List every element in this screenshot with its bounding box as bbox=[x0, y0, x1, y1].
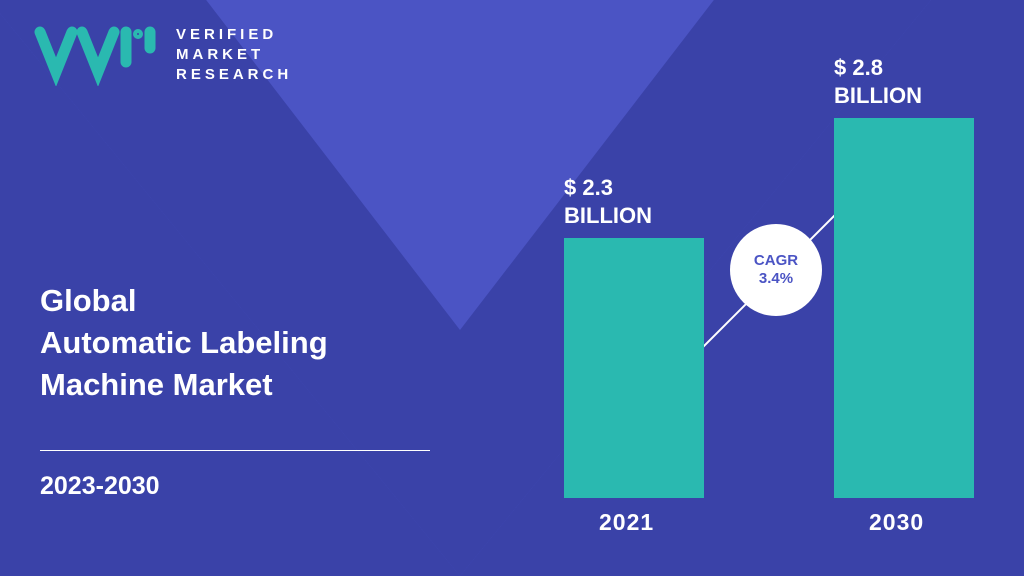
infographic-canvas: VERIFIED MARKET RESEARCH Global Automati… bbox=[0, 0, 1024, 576]
market-bar-chart: $ 2.3BILLION 2021 $ 2.8BILLION 2030 CAGR 3.… bbox=[534, 36, 1004, 536]
logo-text-line3: RESEARCH bbox=[176, 65, 292, 85]
logo-text: VERIFIED MARKET RESEARCH bbox=[176, 25, 292, 86]
brand-logo: VERIFIED MARKET RESEARCH bbox=[32, 24, 292, 86]
divider-line bbox=[40, 450, 430, 451]
title-block: Global Automatic Labeling Machine Market bbox=[40, 280, 328, 406]
cagr-value: 3.4% bbox=[759, 270, 793, 288]
cagr-label: CAGR bbox=[754, 252, 798, 270]
title-line1: Global bbox=[40, 280, 328, 322]
bar-value-label-2030: $ 2.8BILLION bbox=[834, 54, 922, 109]
cagr-badge: CAGR 3.4% bbox=[730, 224, 822, 316]
axis-label-2021: 2021 bbox=[599, 509, 654, 536]
title-heading: Global Automatic Labeling Machine Market bbox=[40, 280, 328, 406]
title-line3: Machine Market bbox=[40, 364, 328, 406]
bar-2021 bbox=[564, 238, 704, 498]
logo-text-line1: VERIFIED bbox=[176, 25, 292, 45]
bar-2030 bbox=[834, 118, 974, 498]
year-range-text: 2023-2030 bbox=[40, 472, 160, 501]
logo-mark-icon bbox=[32, 24, 162, 86]
bar-value-label-2021: $ 2.3BILLION bbox=[564, 174, 652, 229]
title-line2: Automatic Labeling bbox=[40, 322, 328, 364]
logo-text-line2: MARKET bbox=[176, 45, 292, 65]
axis-label-2030: 2030 bbox=[869, 509, 924, 536]
